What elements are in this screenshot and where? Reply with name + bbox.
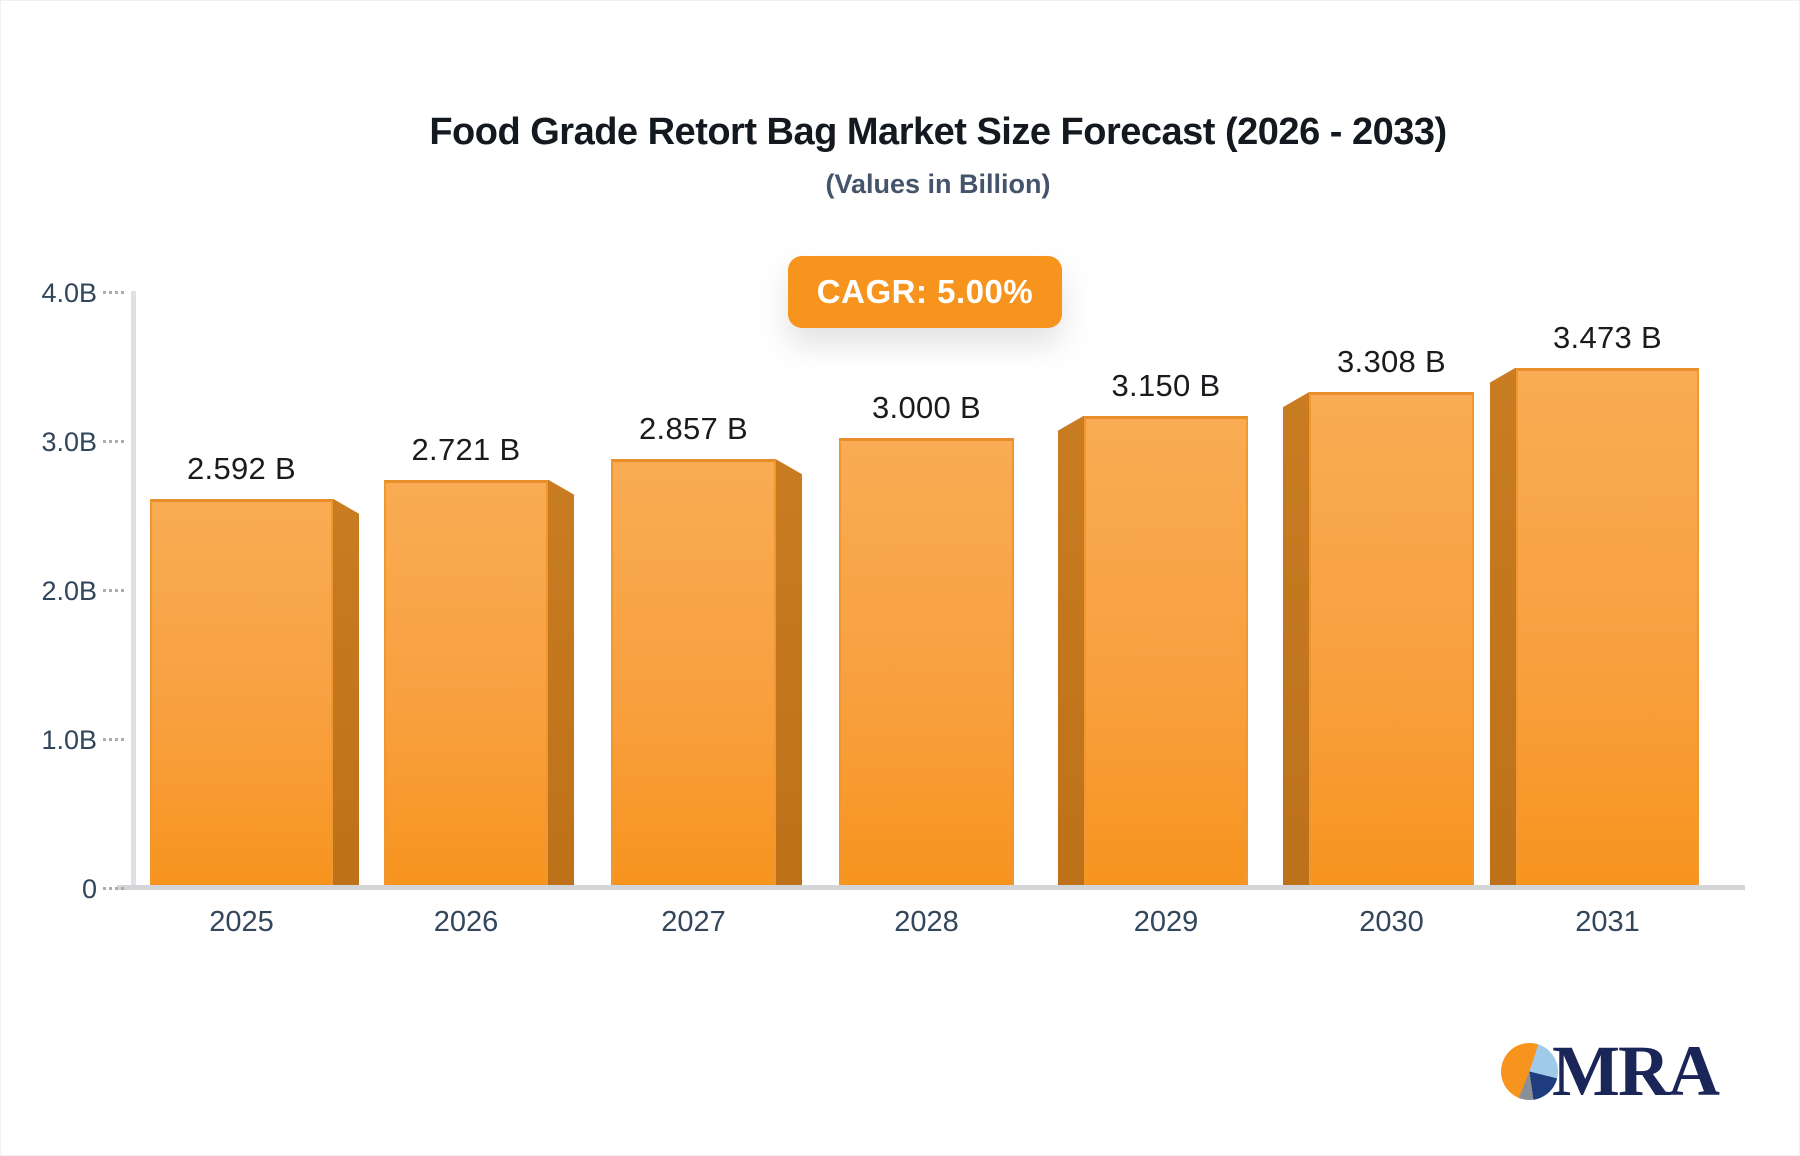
bar xyxy=(611,459,776,885)
pie-chart-logo-icon xyxy=(1501,1042,1558,1100)
bar-3d-side xyxy=(548,479,574,885)
x-axis-category-label: 2025 xyxy=(209,906,274,938)
bar xyxy=(1516,367,1699,885)
bar-value-label: 2.592 B xyxy=(187,450,296,486)
x-axis-category-label: 2030 xyxy=(1359,906,1424,938)
bar-value-label: 2.721 B xyxy=(411,431,521,467)
mra-logo: MRA xyxy=(1501,1031,1720,1111)
cagr-badge: CAGR: 5.00% xyxy=(788,256,1062,328)
x-axis-category-label: 2027 xyxy=(661,906,726,938)
y-axis-line xyxy=(131,291,136,889)
y-axis-tick-label: 2.0B xyxy=(41,576,97,606)
bar xyxy=(1309,392,1474,885)
bar-value-label: 2.857 B xyxy=(639,411,748,447)
bar-3d-side xyxy=(1283,392,1309,885)
cagr-badge-label: CAGR: 5.00% xyxy=(816,273,1034,310)
chart-subtitle: (Values in Billion) xyxy=(825,169,1051,199)
y-axis-tick-mark xyxy=(103,440,125,443)
bar-value-label: 3.150 B xyxy=(1111,367,1221,403)
bar-3d-side xyxy=(1058,415,1084,885)
chart-title: Food Grade Retort Bag Market Size Foreca… xyxy=(429,111,1447,153)
bar-3d-side xyxy=(776,459,802,885)
y-axis-tick-label: 3.0B xyxy=(41,427,97,457)
bar-value-label: 3.000 B xyxy=(872,390,981,425)
bar xyxy=(1084,415,1248,885)
x-axis-baseline xyxy=(117,885,1745,890)
bar-3d-side xyxy=(1490,367,1516,885)
y-axis-tick-label: 4.0B xyxy=(41,278,97,308)
x-axis-category-label: 2026 xyxy=(433,906,499,938)
x-axis-category-label: 2029 xyxy=(1133,906,1199,938)
bar xyxy=(150,498,333,885)
bar-value-label: 3.308 B xyxy=(1337,344,1446,380)
y-axis-tick-mark xyxy=(103,291,125,294)
y-axis-tick-mark xyxy=(103,738,125,741)
x-axis-category-label: 2031 xyxy=(1575,906,1640,938)
y-axis-tick-mark xyxy=(103,887,125,890)
y-axis-tick-label: 0 xyxy=(81,874,97,904)
x-axis-category-label: 2028 xyxy=(894,906,959,938)
y-axis-tick-mark xyxy=(103,589,125,592)
bar xyxy=(384,479,548,885)
bar-3d-side xyxy=(333,498,359,885)
y-axis-tick-label: 1.0B xyxy=(41,725,97,755)
logo-text: MRA xyxy=(1552,1031,1720,1111)
bar-value-label: 3.473 B xyxy=(1553,319,1662,355)
bar xyxy=(839,438,1014,885)
